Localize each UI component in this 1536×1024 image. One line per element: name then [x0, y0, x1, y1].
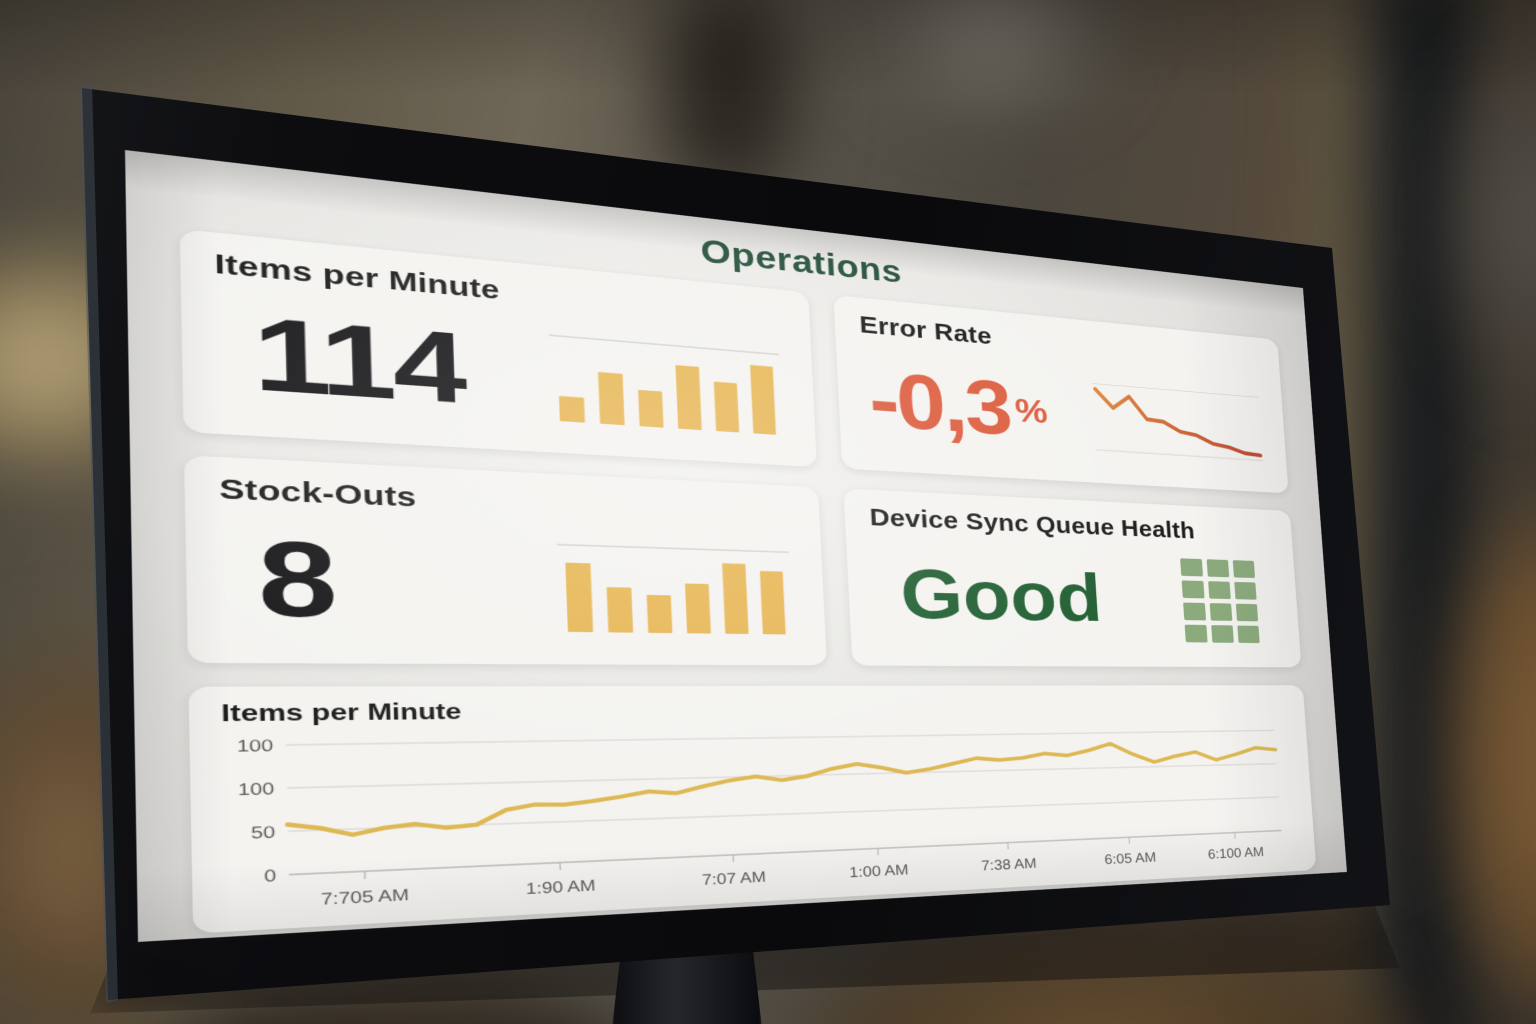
sync-health-cell [1234, 581, 1257, 600]
stock-outs-sparkbar-chart [550, 535, 799, 639]
sync-health-cell [1183, 602, 1207, 621]
sync-health-cell [1181, 580, 1205, 599]
sync-health-cell [1237, 625, 1260, 643]
svg-text:0: 0 [264, 867, 277, 886]
error-rate-value: -0,3 [866, 354, 1013, 451]
wood-desk-bottom [760, 930, 1460, 1024]
sync-health-cell [1232, 559, 1256, 578]
items-per-minute-trend-chart: 100 100 50 0 7:705 AM 1:90 AM 7:07 AM 1:00 AM 7:… [222, 721, 1298, 922]
sync-health-cell [1180, 557, 1204, 577]
svg-text:7:705 AM: 7:705 AM [321, 886, 410, 909]
trend-card: Items per Minute 100 100 50 0 7:705 AM 1:90 A… [188, 685, 1317, 934]
bokeh-gray-top [860, 0, 1120, 120]
svg-text:7:07 AM: 7:07 AM [702, 869, 767, 889]
error-rate-unit: % [1013, 390, 1049, 430]
svg-text:6:100 AM: 6:100 AM [1207, 845, 1264, 862]
sync-health-cell [1206, 558, 1230, 577]
error-rate-value-row: -0,3 % [861, 354, 1050, 451]
sync-health-cell [1235, 603, 1259, 621]
sync-health-cell [1209, 602, 1233, 621]
device-sync-health-grid [1180, 557, 1260, 643]
sync-health-cell [1211, 624, 1234, 643]
card-body: 8 [220, 506, 801, 653]
svg-text:6:05 AM: 6:05 AM [1104, 850, 1157, 868]
kpi-card-error-rate: Error Rate -0,3 % [833, 294, 1289, 494]
svg-text:100: 100 [238, 780, 275, 799]
items-per-minute-sparkbar-chart [542, 325, 789, 439]
svg-text:100: 100 [237, 737, 274, 756]
svg-text:50: 50 [251, 823, 276, 842]
card-body: Good [870, 532, 1280, 657]
error-rate-sparkline-chart [1088, 372, 1267, 469]
svg-text:1:00 AM: 1:00 AM [849, 862, 909, 881]
sync-health-cell [1208, 580, 1231, 599]
svg-text:7:38 AM: 7:38 AM [981, 856, 1037, 874]
kpi-card-device-sync-health: Device Sync Queue Health Good [843, 488, 1302, 668]
svg-text:1:90 AM: 1:90 AM [526, 877, 596, 898]
device-sync-health-value: Good [898, 553, 1105, 636]
sync-health-cell [1184, 624, 1208, 643]
bokeh-right-top [1440, 40, 1536, 400]
dashboard-screen: Operations Items per Minute 114 Error Ra… [125, 150, 1347, 942]
items-per-minute-value: 114 [251, 293, 465, 425]
stock-outs-value: 8 [256, 517, 336, 640]
kpi-card-stock-outs: Stock-Outs 8 [184, 455, 827, 666]
